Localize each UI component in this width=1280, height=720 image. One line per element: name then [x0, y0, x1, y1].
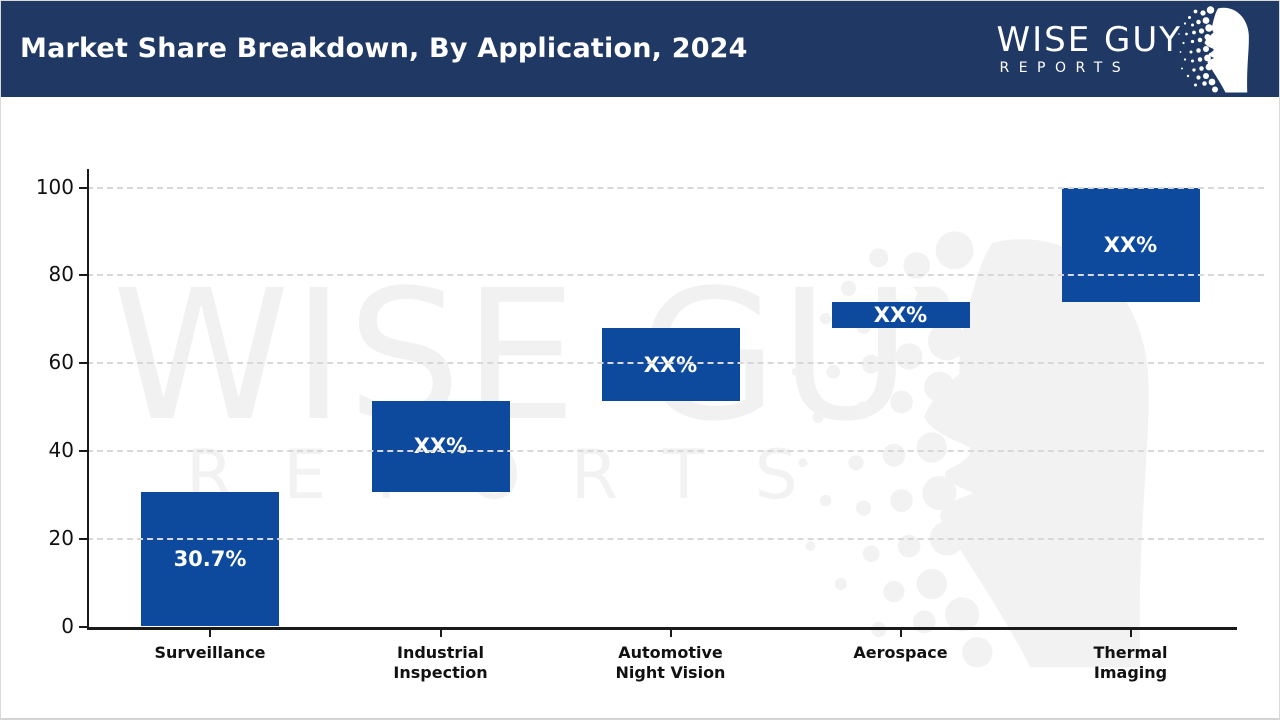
y-tick-100 — [78, 186, 87, 189]
x-tick-0 — [209, 629, 211, 637]
wiseguy-face-icon — [1178, 5, 1249, 92]
category-label-3: Aerospace — [853, 642, 948, 662]
y-tick-40 — [78, 449, 87, 452]
y-tick-0 — [78, 625, 87, 628]
gridline-80 — [86, 274, 1264, 277]
category-label-4: Thermal Imaging — [1093, 642, 1168, 683]
category-label-0: Surveillance — [154, 642, 266, 662]
x-tick-2 — [669, 629, 672, 637]
page-title: Market Share Breakdown, By Application, … — [20, 33, 748, 64]
logo-text: WISE GUY REPORTS — [996, 23, 1182, 75]
bar-value-label: XX% — [873, 303, 928, 328]
gridline-60 — [86, 362, 1264, 365]
header-bar: Market Share Breakdown, By Application, … — [0, 0, 1280, 97]
bar-value-label: XX% — [1103, 232, 1158, 257]
logo-wordmark: WISE GUY — [996, 19, 1182, 60]
gridline-20 — [86, 537, 1264, 540]
bar-industrial-inspection: XX% — [371, 400, 510, 492]
y-tick-label-20: 20 — [48, 525, 74, 550]
y-tick-label-0: 0 — [61, 613, 74, 638]
category-label-1: Industrial Inspection — [393, 642, 488, 683]
watermark-subtitle: REPORTS — [186, 436, 848, 515]
y-tick-80 — [78, 274, 87, 277]
bar-value-label: XX% — [413, 434, 468, 459]
bar-aerospace: XX% — [831, 302, 970, 329]
bar-value-label: 30.7% — [173, 547, 247, 572]
y-tick-label-100: 100 — [35, 174, 74, 199]
x-tick-3 — [899, 629, 902, 637]
gridline-100 — [86, 186, 1264, 189]
category-label-2: Automotive Night Vision — [615, 642, 726, 683]
y-tick-20 — [78, 537, 87, 540]
bar-value-label: XX% — [643, 352, 698, 377]
y-tick-60 — [78, 362, 87, 365]
bar-thermal-imaging: XX% — [1061, 187, 1200, 303]
y-axis-line — [86, 169, 89, 629]
chart-canvas: WISE GUY REPORTS 0 20 40 60 80 100 30.7% Survei… — [0, 97, 1280, 720]
logo-subtitle: REPORTS — [999, 59, 1131, 76]
bar-automotive-night-vision: XX% — [601, 328, 740, 401]
bar-surveillance: 30.7% — [141, 491, 279, 627]
y-tick-label-60: 60 — [48, 350, 74, 375]
gridline-40 — [86, 449, 1264, 452]
x-tick-1 — [439, 629, 442, 637]
x-tick-4 — [1129, 629, 1132, 637]
wiseguy-logo: WISE GUY REPORTS — [996, 4, 1280, 94]
x-axis-line — [86, 626, 1237, 630]
y-tick-label-80: 80 — [48, 262, 74, 287]
y-tick-label-40: 40 — [48, 437, 74, 462]
